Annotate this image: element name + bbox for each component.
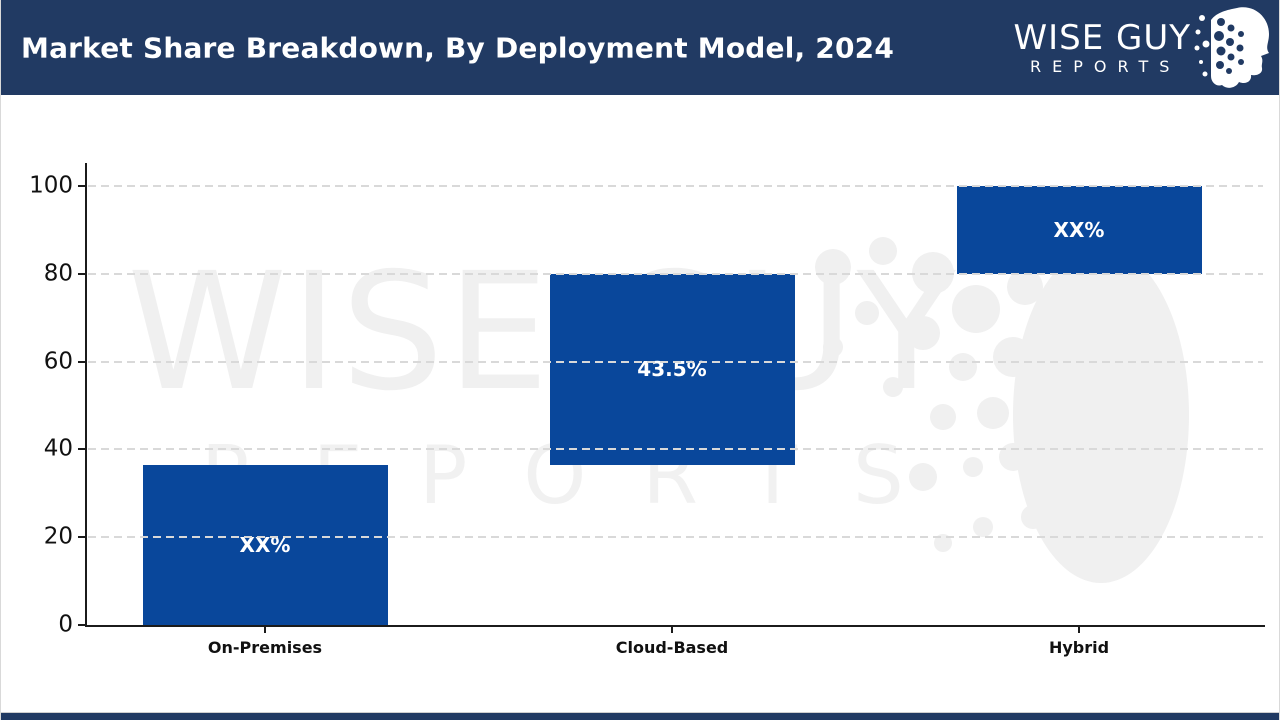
logo-subtext: REPORTS xyxy=(1030,57,1181,76)
gridline-100 xyxy=(88,185,1263,188)
y-tick-mark-80 xyxy=(78,272,86,275)
y-tick-label-80: 80 xyxy=(43,260,73,287)
bar-on-premises: XX% xyxy=(142,464,388,625)
bar-hybrid: XX% xyxy=(956,186,1202,274)
x-category-label-cloud-based: Cloud-Based xyxy=(615,638,729,657)
y-tick-mark-40 xyxy=(78,448,86,451)
x-tick-mark-cloud-based xyxy=(671,627,673,633)
bar-cloud-based: 43.5% xyxy=(549,273,795,465)
gridline-80 xyxy=(88,272,1263,275)
gridline-40 xyxy=(88,448,1263,451)
y-tick-mark-100 xyxy=(78,185,86,188)
y-tick-label-20: 20 xyxy=(43,523,73,550)
watermark-brand-text: WISE GUY xyxy=(127,239,959,427)
x-axis-line xyxy=(85,625,1265,627)
footer-bar xyxy=(1,712,1279,720)
header-banner: Market Share Breakdown, By Deployment Mo… xyxy=(1,0,1279,95)
y-tick-label-0: 0 xyxy=(58,611,73,638)
x-tick-mark-on-premises xyxy=(264,627,266,633)
y-tick-mark-0 xyxy=(78,624,86,626)
y-axis-line xyxy=(85,163,87,625)
y-tick-mark-60 xyxy=(78,360,86,363)
x-category-label-on-premises: On-Premises xyxy=(207,638,323,657)
gridline-60 xyxy=(88,360,1263,363)
y-tick-label-60: 60 xyxy=(43,348,73,375)
brand-logo: WISE GUY REPORTS xyxy=(1013,21,1191,75)
bar-value-label: XX% xyxy=(1053,218,1105,243)
x-category-label-hybrid: Hybrid xyxy=(1048,638,1110,657)
x-tick-mark-hybrid xyxy=(1078,627,1080,633)
gridline-20 xyxy=(88,536,1263,539)
y-tick-mark-20 xyxy=(78,536,86,539)
logo-wordmark: WISE GUY xyxy=(1013,18,1191,58)
page-title: Market Share Breakdown, By Deployment Mo… xyxy=(21,31,895,64)
y-tick-label-40: 40 xyxy=(43,435,73,462)
logo-head-icon xyxy=(1194,7,1269,88)
y-tick-label-100: 100 xyxy=(29,172,73,199)
